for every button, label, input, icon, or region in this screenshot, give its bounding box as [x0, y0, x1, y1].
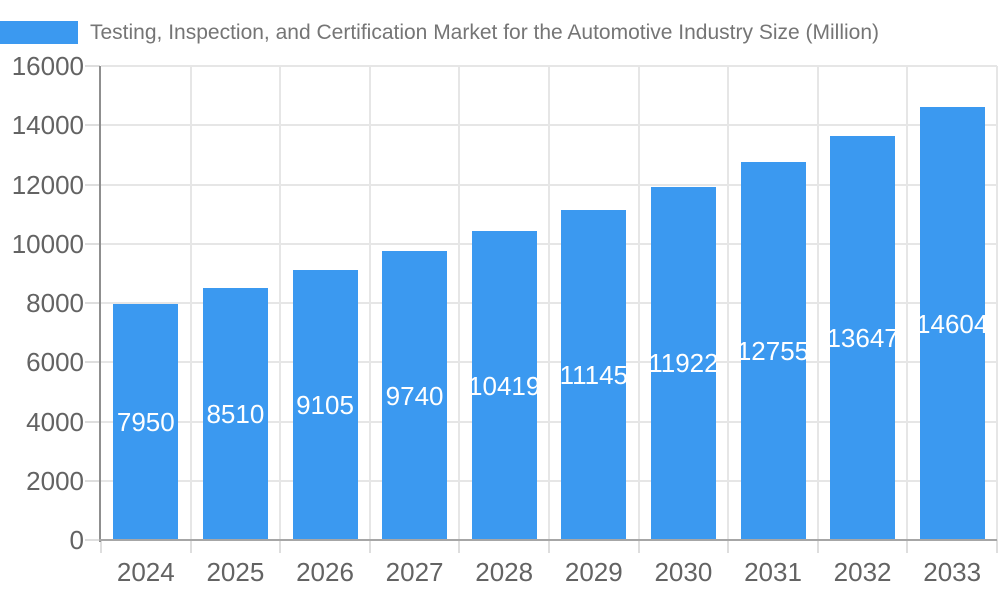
bar-2027[interactable] [382, 251, 448, 540]
x-axis-label: 2024 [116, 557, 175, 587]
y-axis-tick [85, 65, 100, 67]
x-gridline [996, 66, 998, 540]
x-axis-tick [906, 540, 909, 553]
legend-swatch [0, 21, 78, 44]
chart-title: Testing, Inspection, and Certification M… [90, 21, 880, 44]
y-axis-tick [85, 420, 100, 423]
bar-2032[interactable] [830, 135, 896, 540]
x-gridline [637, 66, 640, 540]
x-axis-tick [548, 540, 550, 553]
bar-value-label: 7950 [116, 407, 175, 438]
x-axis-line [99, 539, 997, 541]
bar-value-label: 11145 [559, 359, 629, 390]
y-axis-label: 0 [69, 525, 84, 555]
bar-2030[interactable] [650, 186, 716, 540]
x-axis-label: 2028 [475, 557, 534, 587]
bar-value-label: 8510 [206, 398, 265, 429]
bar-value-label: 14604 [916, 308, 989, 339]
x-axis-label: 2033 [923, 557, 982, 587]
bar-2029[interactable] [561, 209, 627, 540]
bar-value-label: 12755 [736, 336, 810, 367]
x-axis-tick [100, 540, 102, 553]
x-axis-label: 2025 [206, 557, 265, 587]
y-axis-line [99, 66, 101, 542]
bar-2024[interactable] [113, 304, 179, 540]
y-axis-label: 2000 [26, 465, 84, 496]
y-axis-label: 14000 [11, 110, 84, 141]
x-axis-label: 2032 [833, 557, 892, 587]
y-axis-tick [85, 302, 100, 304]
x-axis-tick [637, 540, 640, 553]
x-axis-tick [996, 540, 998, 553]
bar-2026[interactable] [292, 270, 358, 540]
y-axis-tick [85, 479, 100, 482]
x-axis-tick [458, 540, 461, 553]
y-axis-label: 12000 [11, 169, 84, 200]
y-axis-tick [85, 242, 100, 245]
bar-value-label: 13647 [826, 322, 899, 353]
x-gridline [368, 66, 371, 540]
y-axis-tick [85, 124, 100, 127]
bar-2028[interactable] [471, 231, 537, 540]
x-axis-tick [727, 540, 730, 553]
y-axis-label: 10000 [11, 228, 84, 259]
bar-value-label: 9105 [296, 390, 354, 421]
x-axis-tick [279, 540, 282, 553]
x-gridline [548, 66, 550, 540]
bar-2033[interactable] [919, 107, 985, 540]
bar-value-label: 10419 [468, 370, 541, 401]
x-gridline [816, 66, 819, 540]
x-axis-label: 2030 [654, 557, 713, 587]
x-gridline [189, 66, 192, 540]
x-gridline [906, 66, 909, 540]
bar-value-label: 11922 [648, 348, 719, 379]
y-axis-label: 8000 [26, 288, 84, 318]
y-axis-tick [85, 183, 100, 186]
x-gridline [279, 66, 282, 540]
bar-2031[interactable] [740, 162, 806, 540]
bar-2025[interactable] [202, 287, 268, 540]
x-axis-label: 2029 [564, 557, 623, 587]
x-axis-label: 2026 [296, 557, 354, 587]
y-axis-tick [85, 539, 100, 541]
x-gridline [458, 66, 461, 540]
bar-value-label: 9740 [385, 380, 444, 411]
x-axis-tick [189, 540, 192, 553]
y-axis-label: 16000 [11, 51, 84, 81]
x-axis-label: 2027 [385, 557, 444, 587]
y-axis-tick [85, 361, 100, 364]
x-axis-tick [816, 540, 819, 553]
x-axis-label: 2031 [744, 557, 802, 587]
y-axis-label: 6000 [26, 347, 84, 378]
x-gridline [727, 66, 730, 540]
x-axis-tick [368, 540, 371, 553]
y-axis-label: 4000 [26, 406, 84, 437]
